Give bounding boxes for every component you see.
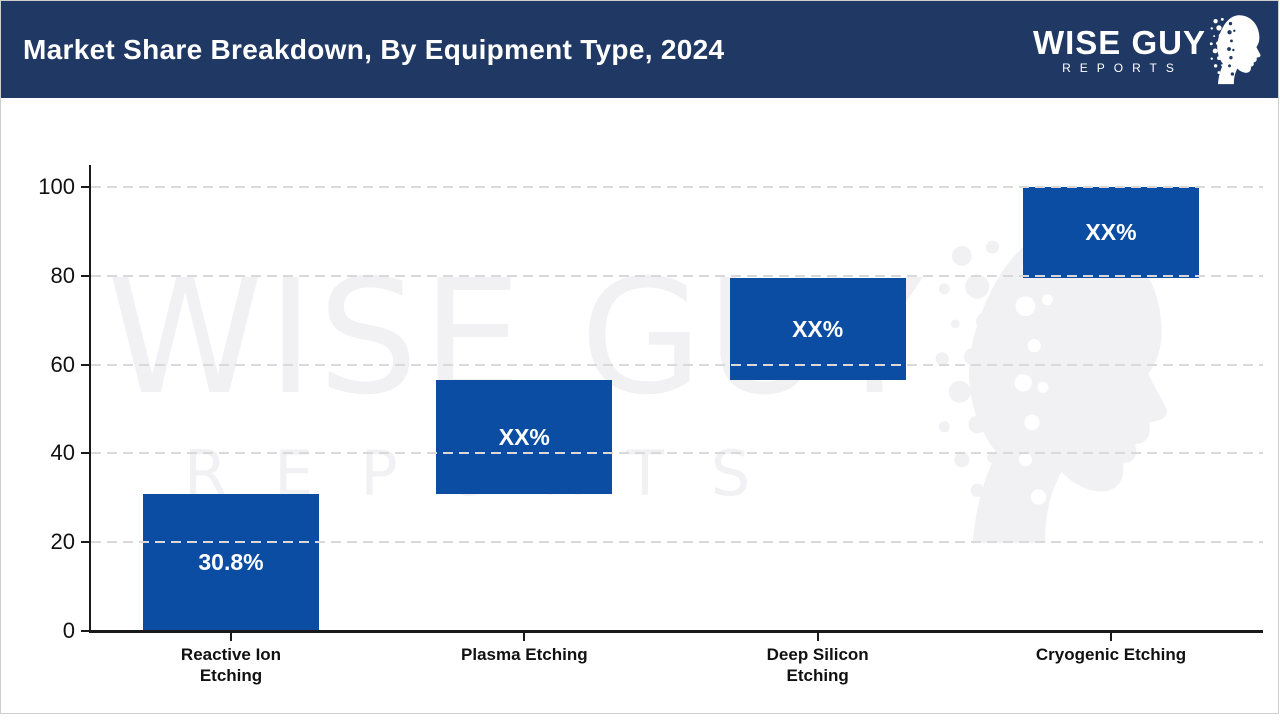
watermark-head-icon <box>935 228 1167 543</box>
y-tick <box>81 452 89 455</box>
bar-value-label: XX% <box>792 315 844 342</box>
y-grid-line <box>91 452 1263 455</box>
x-axis-category-label: Deep Silicon Etching <box>766 645 869 686</box>
header-bar: Market Share Breakdown, By Equipment Typ… <box>1 1 1278 98</box>
y-grid-line <box>91 186 1263 188</box>
bar: 30.8% <box>143 494 319 631</box>
x-axis-category-label: Reactive Ion Etching <box>180 645 282 686</box>
x-tick <box>523 633 526 641</box>
logo-subtitle: REPORTS <box>1062 60 1183 75</box>
y-tick <box>81 363 89 366</box>
x-axis-category-label: Cryogenic Etching <box>1035 645 1187 664</box>
bar: XX% <box>729 278 906 381</box>
y-tick-label: 40 <box>50 440 75 466</box>
bar-value-label: XX% <box>498 423 550 450</box>
x-axis-line <box>89 630 1263 633</box>
x-tick <box>816 633 819 641</box>
y-tick-label: 20 <box>50 529 75 555</box>
y-grid-line <box>91 363 1263 366</box>
bar-value-label: 30.8% <box>198 549 264 576</box>
x-axis-category-label: Plasma Etching <box>461 645 588 664</box>
logo-wordmark: WISE GUY <box>1032 23 1206 61</box>
y-tick <box>81 541 89 544</box>
y-tick <box>81 186 89 188</box>
y-tick-label: 100 <box>38 174 75 199</box>
y-tick-label: 0 <box>62 618 75 643</box>
y-grid-line <box>91 274 1263 277</box>
bar-value-label: XX% <box>1085 219 1137 245</box>
x-tick <box>230 633 232 641</box>
wiseguy-logo: WISE GUY REPORTS <box>1033 14 1264 86</box>
y-tick-label: 80 <box>50 262 75 288</box>
y-tick <box>81 274 89 277</box>
wiseguy-head-icon <box>1209 14 1261 84</box>
bar: XX% <box>436 380 613 495</box>
x-tick <box>1110 633 1112 641</box>
bar: XX% <box>1023 187 1199 279</box>
y-axis-line <box>89 165 91 632</box>
y-grid-line <box>91 541 1263 544</box>
page-title: Market Share Breakdown, By Equipment Typ… <box>23 33 725 65</box>
y-tick <box>81 630 89 632</box>
logo-text: WISE GUY REPORTS <box>1033 26 1206 74</box>
y-tick-label: 60 <box>50 351 75 377</box>
